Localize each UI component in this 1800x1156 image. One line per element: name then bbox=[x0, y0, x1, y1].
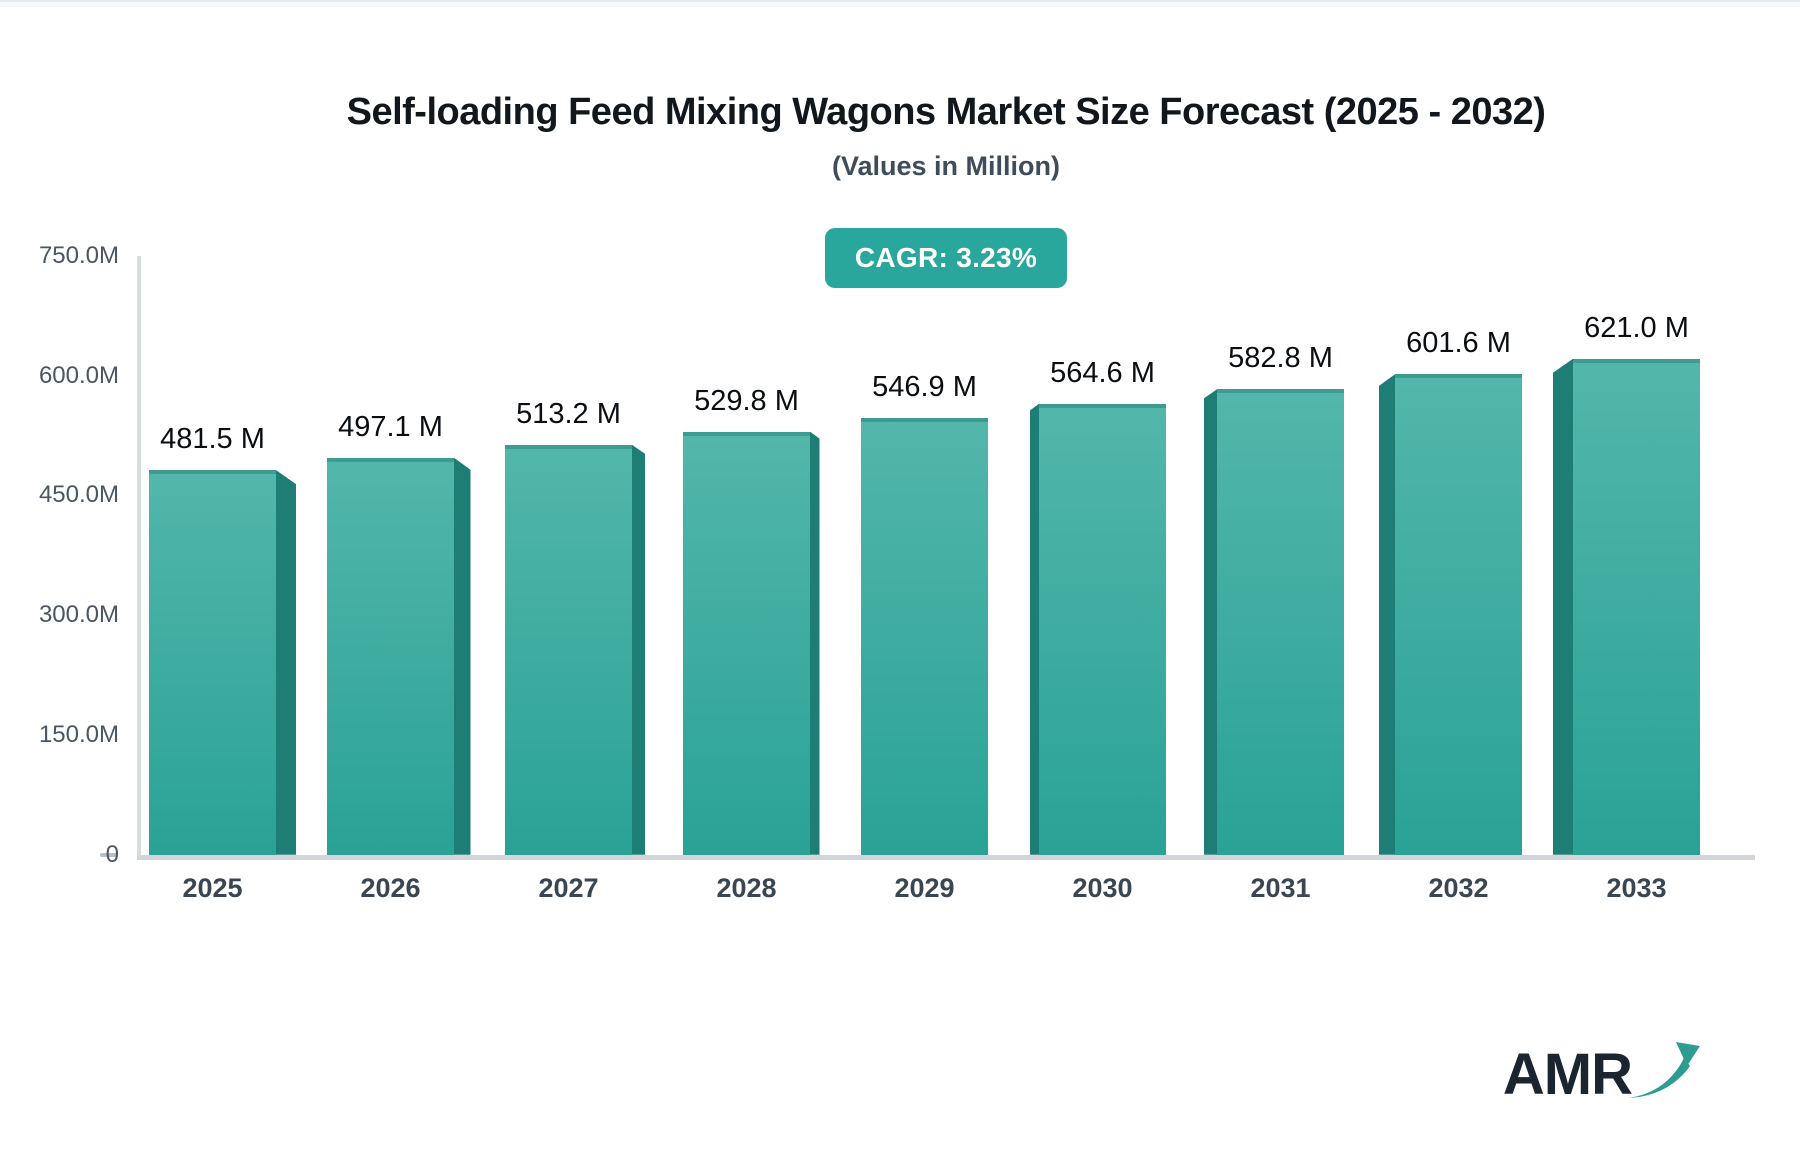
bar-front-face bbox=[683, 431, 810, 855]
bar-front-face bbox=[861, 417, 988, 855]
bar-side-face bbox=[276, 470, 296, 855]
bar-value-label: 529.8 M bbox=[694, 384, 799, 417]
chart-subtitle: (Values in Million) bbox=[831, 150, 1061, 181]
bar-top-edge bbox=[861, 417, 988, 422]
bar-2030: 564.6 M bbox=[1029, 357, 1166, 855]
bar-front-face bbox=[505, 444, 632, 855]
y-axis-line bbox=[137, 255, 141, 855]
bar-value-label: 601.6 M bbox=[1406, 327, 1511, 360]
bar-side-face bbox=[1029, 403, 1039, 855]
bar-value-label: 564.6 M bbox=[1050, 356, 1155, 389]
bar-2033: 621.0 M bbox=[1553, 312, 1700, 855]
y-axis-tick-label: 450.0M bbox=[38, 481, 119, 509]
bar-value-label: 513.2 M bbox=[516, 397, 621, 430]
amr-logo-text: AMR bbox=[1502, 1042, 1633, 1107]
bar-top-edge bbox=[1039, 403, 1166, 408]
bar-front-face bbox=[327, 457, 454, 855]
bar-value-label: 481.5 M bbox=[160, 423, 265, 456]
bar-top-edge bbox=[683, 431, 810, 436]
bar-top-edge bbox=[1395, 374, 1522, 379]
bar-top-edge bbox=[327, 457, 454, 462]
x-axis-label-2030: 2030 bbox=[1072, 872, 1133, 903]
bar-side-face bbox=[1378, 374, 1395, 855]
page-top-strip bbox=[0, 0, 1800, 9]
x-axis-label-2026: 2026 bbox=[360, 872, 421, 903]
x-axis-label-2032: 2032 bbox=[1428, 872, 1489, 903]
x-axis-label-2031: 2031 bbox=[1250, 872, 1311, 903]
bar-front-face bbox=[1573, 358, 1700, 855]
cagr-badge-row: CAGR: 3.23% bbox=[137, 227, 1755, 288]
bar-side-face bbox=[1204, 389, 1217, 855]
y-axis-tick-label: 600.0M bbox=[38, 361, 119, 389]
chart-content: Self-loading Feed Mixing Wagons Market S… bbox=[0, 7, 1800, 903]
y-axis-zero-tick bbox=[100, 852, 117, 857]
bar-top-edge bbox=[1217, 389, 1344, 394]
cagr-badge: CAGR: 3.23% bbox=[824, 227, 1068, 288]
bar-2025: 481.5 M bbox=[149, 423, 296, 855]
y-axis-tick-label: 750.0M bbox=[38, 241, 119, 269]
bar-value-label: 546.9 M bbox=[872, 370, 977, 403]
bar-value-label: 582.8 M bbox=[1228, 342, 1333, 375]
y-axis-tick-label: 0 bbox=[105, 840, 119, 868]
bar-value-label: 621.0 M bbox=[1584, 311, 1689, 344]
bar-2031: 582.8 M bbox=[1204, 342, 1344, 855]
bar-2029: 546.9 M bbox=[861, 371, 988, 855]
y-axis-tick-label: 150.0M bbox=[38, 720, 119, 748]
bar-front-face bbox=[1395, 374, 1522, 855]
bar-value-label: 497.1 M bbox=[338, 410, 443, 443]
bar-2028: 529.8 M bbox=[683, 385, 820, 855]
x-axis-baseline bbox=[137, 854, 1755, 860]
bar-top-edge bbox=[505, 444, 632, 449]
amr-logo: AMR bbox=[1503, 1040, 1704, 1104]
x-axis-label-2028: 2028 bbox=[716, 872, 777, 903]
chart-title: Self-loading Feed Mixing Wagons Market S… bbox=[346, 91, 1546, 133]
bar-side-face bbox=[810, 431, 820, 855]
bar-top-edge bbox=[149, 470, 276, 475]
bar-chart-plot-area: 0 150.0M 300.0M 450.0M 600.0M 750.0M 2025 481.5… bbox=[39, 242, 1755, 903]
bar-side-face bbox=[454, 457, 471, 855]
growth-arrow-icon bbox=[1628, 1042, 1700, 1098]
y-axis-tick-label: 300.0M bbox=[38, 601, 119, 629]
bar-2026: 497.1 M bbox=[327, 411, 471, 855]
bar-2032: 601.6 M bbox=[1378, 327, 1522, 855]
bar-side-face bbox=[1553, 358, 1573, 855]
x-axis-label-2027: 2027 bbox=[538, 872, 599, 903]
bar-front-face bbox=[149, 470, 276, 855]
chart-card: Self-loading Feed Mixing Wagons Market S… bbox=[0, 7, 1800, 1156]
x-axis-label-2033: 2033 bbox=[1606, 872, 1667, 903]
bar-front-face bbox=[1217, 389, 1344, 855]
bar-front-face bbox=[1039, 403, 1166, 855]
bar-top-edge bbox=[1573, 358, 1700, 363]
x-axis-label-2025: 2025 bbox=[182, 872, 243, 903]
x-axis-label-2029: 2029 bbox=[894, 872, 955, 903]
bar-side-face bbox=[632, 444, 645, 855]
bar-2027: 513.2 M bbox=[505, 398, 645, 855]
